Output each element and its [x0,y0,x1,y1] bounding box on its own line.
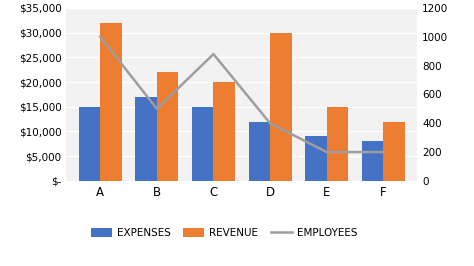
EMPLOYEES [324,151,329,154]
Legend: EXPENSES, REVENUE, EMPLOYEES: EXPENSES, REVENUE, EMPLOYEES [87,224,362,243]
EMPLOYEES [210,52,216,56]
Bar [100,23,122,181]
Bar [270,33,292,181]
EMPLOYEES [154,107,160,110]
Bar [327,107,348,181]
Bar [362,141,383,181]
EMPLOYEES [267,122,273,125]
Bar [213,82,235,181]
EMPLOYEES [98,35,103,38]
Line: EMPLOYEES: EMPLOYEES [100,37,383,152]
Bar [305,136,327,181]
Bar [192,107,213,181]
Bar [79,107,100,181]
EMPLOYEES [380,151,386,154]
Bar [383,122,405,181]
Bar [157,72,178,181]
Bar [136,97,157,181]
Bar [248,122,270,181]
